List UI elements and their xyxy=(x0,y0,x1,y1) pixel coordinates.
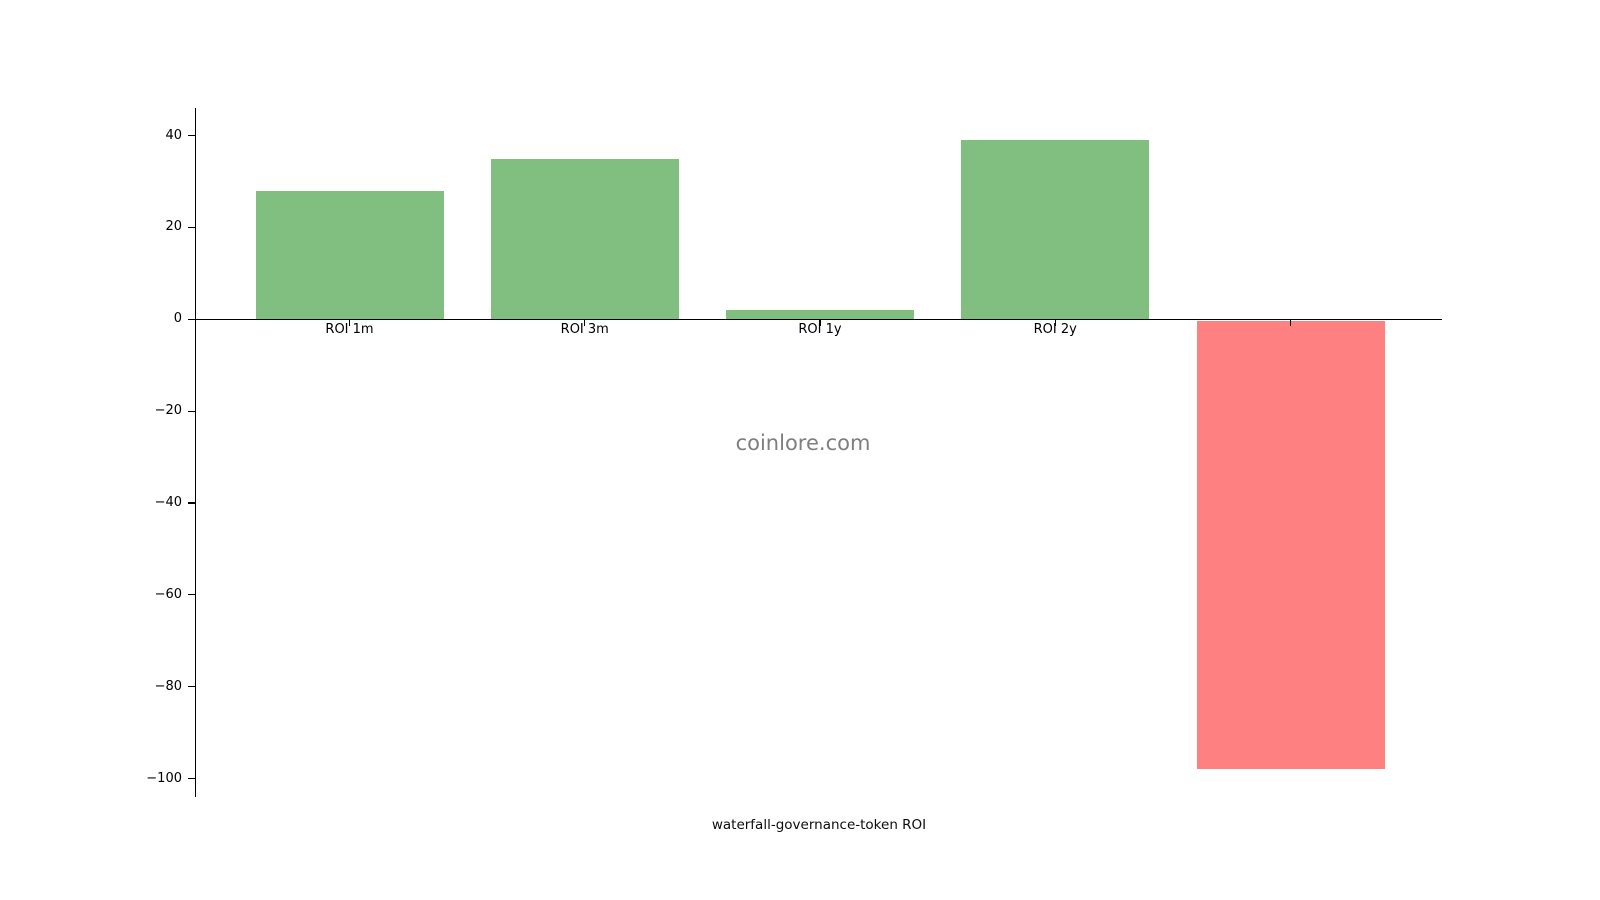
y-tick-label: −80 xyxy=(154,678,182,694)
x-tick-label: ROI 2y xyxy=(1033,322,1077,338)
bar xyxy=(1196,320,1385,770)
y-axis-spine xyxy=(194,108,196,797)
y-tick-mark xyxy=(187,410,195,412)
y-tick-mark xyxy=(187,226,195,228)
y-tick-label: −60 xyxy=(154,586,182,602)
bar xyxy=(255,190,444,320)
y-tick-label: −20 xyxy=(154,403,182,419)
x-tick-label: ROI 1y xyxy=(798,322,842,338)
y-tick-label: −40 xyxy=(154,495,182,511)
bar xyxy=(961,140,1150,320)
y-tick-mark xyxy=(187,134,195,137)
bar xyxy=(490,158,679,320)
y-tick-mark xyxy=(187,318,195,320)
x-tick-mark xyxy=(1054,319,1056,327)
y-tick-label: 20 xyxy=(165,219,182,235)
x-tick-label: ROI 1m xyxy=(325,322,374,338)
y-tick-mark xyxy=(187,778,195,780)
x-tick-mark xyxy=(348,319,351,327)
x-tick-mark xyxy=(584,319,586,327)
x-tick-mark xyxy=(1289,319,1292,327)
y-tick-mark xyxy=(187,594,195,596)
y-tick-label: 0 xyxy=(173,311,182,327)
x-tick-mark xyxy=(819,319,821,327)
bar xyxy=(726,310,914,320)
watermark-text: coinlore.com xyxy=(735,431,871,455)
y-tick-label: −100 xyxy=(146,770,182,786)
y-tick-label: 40 xyxy=(165,127,182,143)
x-tick-label: ROI 3m xyxy=(560,322,609,338)
chart-caption: waterfall-governance-token ROI xyxy=(711,817,927,833)
y-tick-mark xyxy=(187,686,195,688)
y-tick-mark xyxy=(187,502,195,504)
x-axis-line xyxy=(196,318,1442,321)
